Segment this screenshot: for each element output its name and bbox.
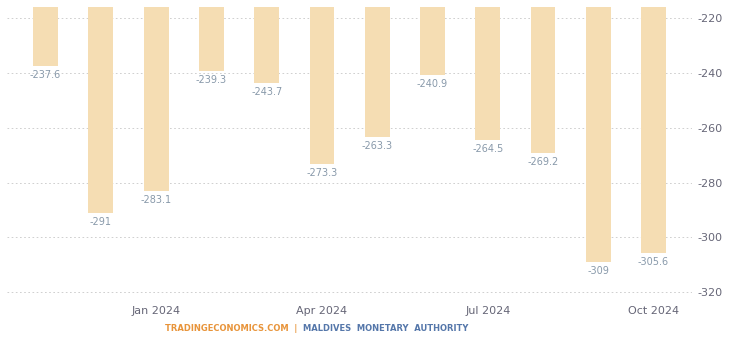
Text: -240.9: -240.9 [417, 79, 448, 89]
Bar [641, 0, 666, 253]
Bar [586, 0, 611, 262]
Text: -264.5: -264.5 [472, 144, 504, 154]
Text: -269.2: -269.2 [527, 157, 558, 167]
Bar [365, 0, 390, 137]
Bar [144, 0, 169, 191]
Bar [33, 0, 58, 66]
Text: -263.3: -263.3 [361, 141, 393, 151]
Text: -273.3: -273.3 [307, 168, 337, 178]
Bar [199, 0, 224, 71]
Bar [475, 0, 500, 140]
Text: -243.7: -243.7 [251, 87, 283, 97]
Bar [420, 0, 445, 75]
Bar [254, 0, 279, 83]
Text: -291: -291 [90, 217, 112, 227]
Bar [88, 0, 113, 213]
Bar [310, 0, 334, 164]
Text: -283.1: -283.1 [141, 195, 172, 205]
Text: -239.3: -239.3 [196, 75, 227, 85]
Text: -309: -309 [588, 266, 610, 276]
Bar [531, 0, 556, 153]
Text: -305.6: -305.6 [638, 257, 669, 267]
Text: -237.6: -237.6 [30, 70, 61, 80]
Text: MALDIVES  MONETARY  AUTHORITY: MALDIVES MONETARY AUTHORITY [303, 324, 469, 333]
Text: TRADINGECONOMICS.COM  |: TRADINGECONOMICS.COM | [165, 324, 303, 333]
